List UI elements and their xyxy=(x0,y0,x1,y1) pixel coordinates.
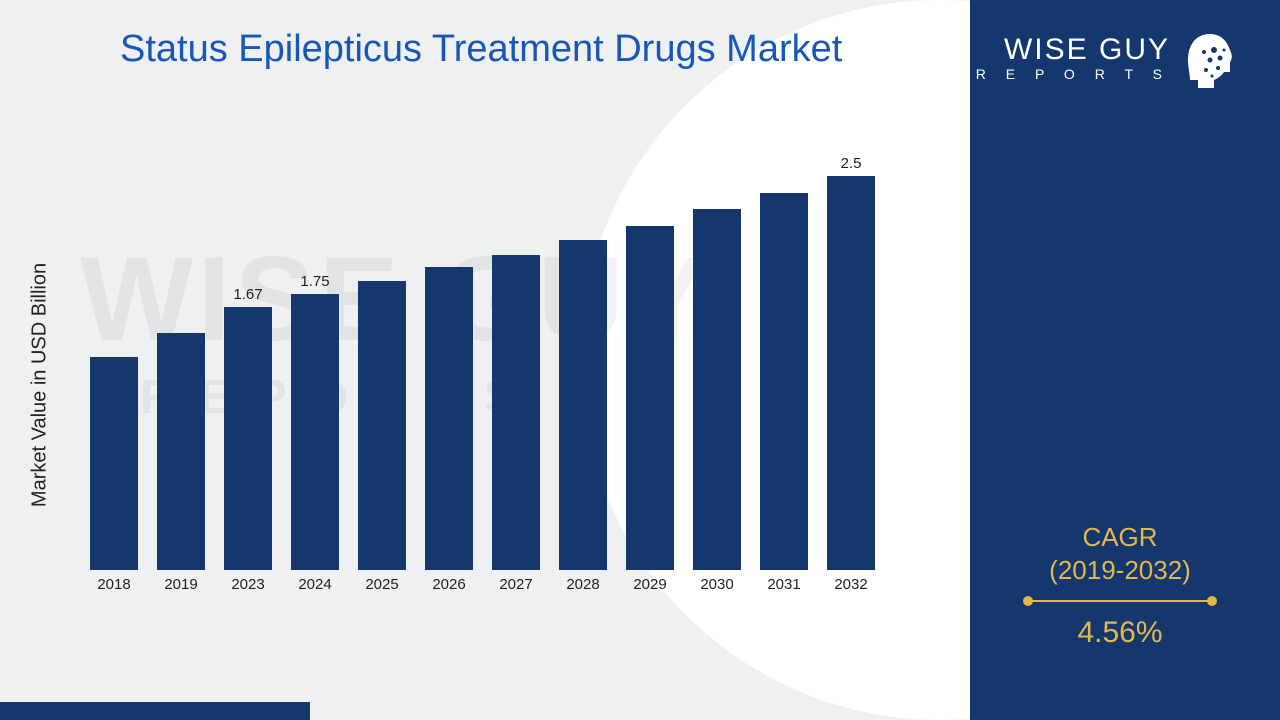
bar xyxy=(358,281,406,570)
bar-value-label: 1.67 xyxy=(233,286,262,303)
x-tick-label: 2031 xyxy=(767,576,800,593)
bar-group xyxy=(559,240,607,570)
bar-group: 2.5 xyxy=(827,176,875,570)
x-tick-label: 2030 xyxy=(700,576,733,593)
x-tick-label: 2028 xyxy=(566,576,599,593)
bar xyxy=(827,176,875,570)
bar xyxy=(291,294,339,570)
bar xyxy=(693,209,741,570)
x-tick-label: 2032 xyxy=(834,576,867,593)
cagr-value: 4.56% xyxy=(1020,616,1220,650)
x-tick-label: 2019 xyxy=(164,576,197,593)
bar xyxy=(626,226,674,570)
bottom-accent-strip xyxy=(0,702,310,720)
x-tick-label: 2023 xyxy=(231,576,264,593)
bar xyxy=(90,357,138,570)
x-tick-label: 2025 xyxy=(365,576,398,593)
bar xyxy=(425,267,473,570)
chart-title: Status Epilepticus Treatment Drugs Marke… xyxy=(120,28,842,72)
x-axis: 2018 2019 2023 2024 2025 2026 2027 2028 2029 2030… xyxy=(90,570,900,610)
bar xyxy=(224,307,272,570)
bar-chart: Market Value in USD Billion 1.671.752.5 … xyxy=(60,160,900,610)
bar-value-label: 2.5 xyxy=(841,155,862,172)
x-tick-label: 2026 xyxy=(432,576,465,593)
y-axis-label: Market Value in USD Billion xyxy=(29,263,52,507)
cagr-divider xyxy=(1028,600,1212,602)
bar-value-label: 1.75 xyxy=(300,273,329,290)
bar-group xyxy=(492,255,540,570)
head-dots-icon xyxy=(1180,30,1240,90)
bar xyxy=(157,333,205,570)
x-tick-label: 2027 xyxy=(499,576,532,593)
bar-group xyxy=(90,357,138,570)
bar-group: 1.67 xyxy=(224,307,272,570)
cagr-period: (2019-2032) xyxy=(1049,555,1191,585)
bar-group xyxy=(693,209,741,570)
brand-logo: WISE GUY R E P O R T S xyxy=(976,30,1240,90)
cagr-block: CAGR (2019-2032) 4.56% xyxy=(1020,521,1220,650)
bar xyxy=(559,240,607,570)
plot-area: 1.67 1.75 2.5 xyxy=(90,160,900,570)
bar xyxy=(492,255,540,570)
bar-group xyxy=(425,267,473,570)
x-tick-label: 2024 xyxy=(298,576,331,593)
bar-group: 1.75 xyxy=(291,294,339,570)
bar-group xyxy=(358,281,406,570)
x-tick-label: 2018 xyxy=(97,576,130,593)
bar xyxy=(760,193,808,570)
x-tick-label: 2029 xyxy=(633,576,666,593)
logo-main-text: WISE GUY xyxy=(976,35,1170,65)
bar-group xyxy=(626,226,674,570)
bar-group xyxy=(760,193,808,570)
logo-sub-text: R E P O R T S xyxy=(976,65,1170,85)
cagr-label: CAGR xyxy=(1082,522,1157,552)
infographic-canvas: WISE GUY REPORTS WISE GUY R E P O R T S … xyxy=(0,0,1280,720)
bar-group xyxy=(157,333,205,570)
